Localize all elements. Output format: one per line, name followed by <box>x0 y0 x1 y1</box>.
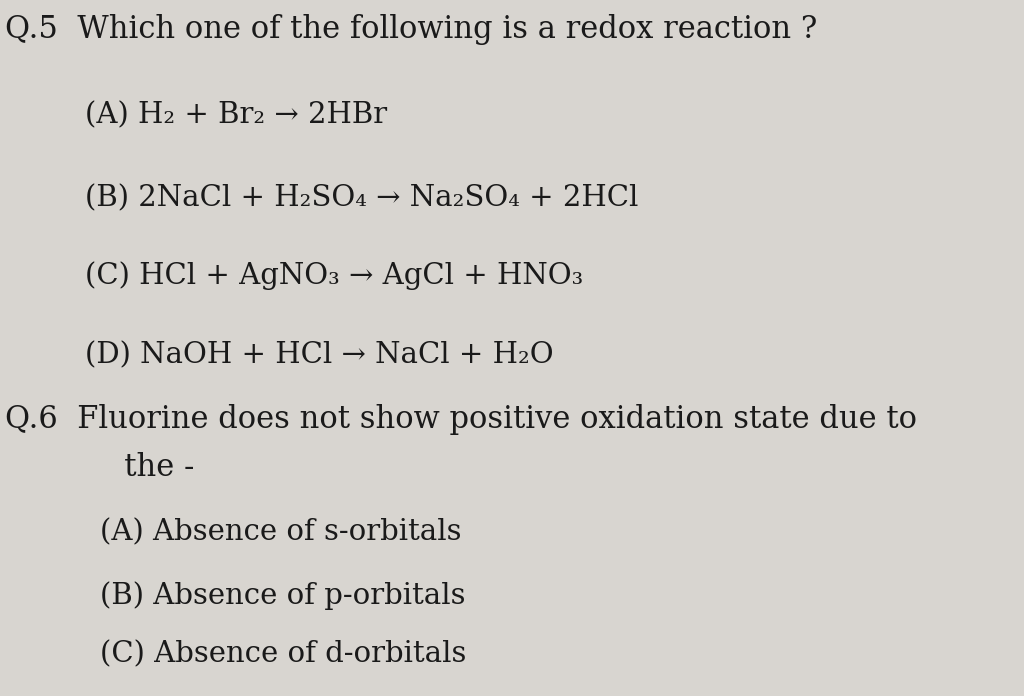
Text: (D) NaOH + HCl → NaCl + H₂O: (D) NaOH + HCl → NaCl + H₂O <box>85 341 554 369</box>
Text: (A) H₂ + Br₂ → 2HBr: (A) H₂ + Br₂ → 2HBr <box>85 101 387 129</box>
Text: Q.5  Which one of the following is a redox reaction ?: Q.5 Which one of the following is a redo… <box>5 14 817 45</box>
Text: the -: the - <box>56 452 195 484</box>
Text: (B) Absence of p-orbitals: (B) Absence of p-orbitals <box>100 581 466 610</box>
Text: (C) Absence of d-orbitals: (C) Absence of d-orbitals <box>100 640 467 668</box>
Text: (C) HCl + AgNO₃ → AgCl + HNO₃: (C) HCl + AgNO₃ → AgCl + HNO₃ <box>85 261 584 290</box>
Text: (A) Absence of s-orbitals: (A) Absence of s-orbitals <box>100 519 462 546</box>
Text: Q.6  Fluorine does not show positive oxidation state due to: Q.6 Fluorine does not show positive oxid… <box>5 404 918 435</box>
Text: (B) 2NaCl + H₂SO₄ → Na₂SO₄ + 2HCl: (B) 2NaCl + H₂SO₄ → Na₂SO₄ + 2HCl <box>85 184 638 212</box>
